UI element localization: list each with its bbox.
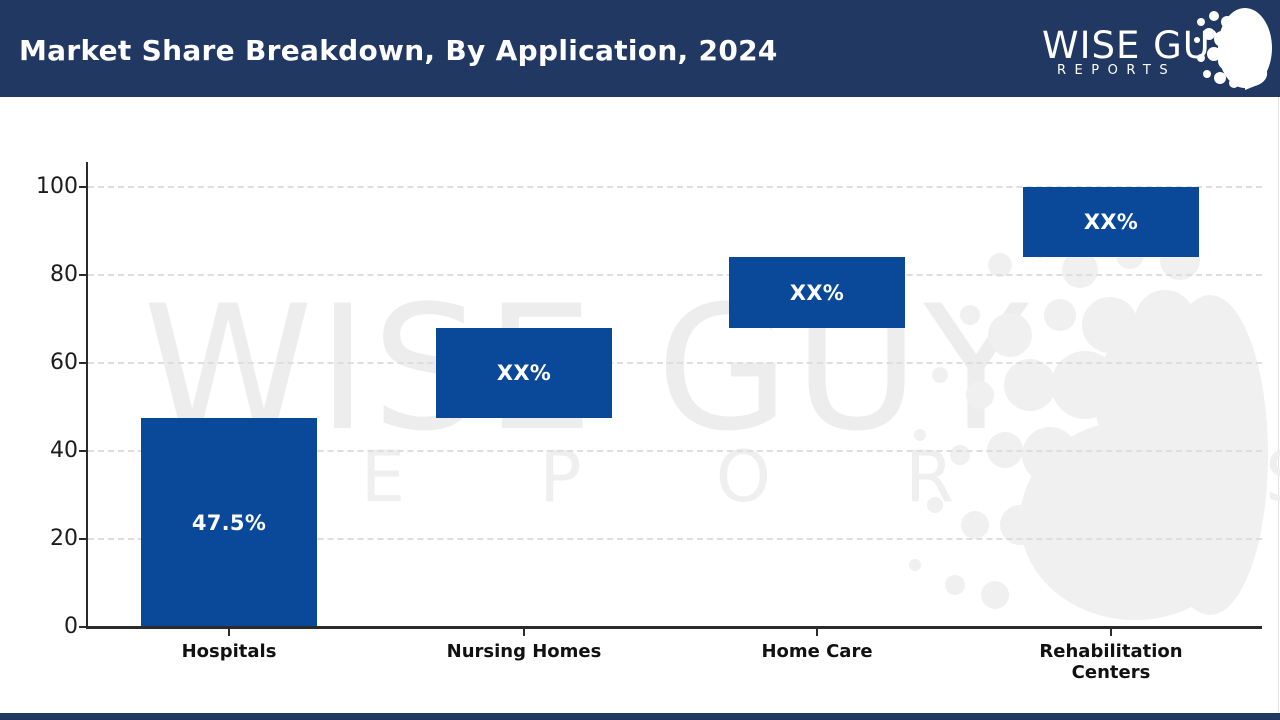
y-tick-mark bbox=[79, 538, 87, 540]
bar-value-label: XX% bbox=[1083, 210, 1139, 235]
y-tick-mark bbox=[79, 186, 87, 188]
y-tick-label: 0 bbox=[64, 614, 78, 639]
y-axis-line bbox=[86, 162, 88, 627]
x-tick-mark bbox=[523, 629, 525, 636]
bar-hospitals: 47.5% bbox=[141, 418, 317, 627]
x-category-label-nursing-homes: Nursing Homes bbox=[446, 641, 602, 662]
logo-subtext: REPORTS bbox=[1057, 63, 1177, 78]
y-tick-mark bbox=[79, 626, 87, 628]
logo-head-icon bbox=[1194, 8, 1272, 90]
bar-value-label: XX% bbox=[496, 360, 552, 385]
bar-value-label: 47.5% bbox=[191, 510, 267, 535]
gridline-60 bbox=[88, 362, 1262, 364]
y-tick-label: 100 bbox=[36, 174, 78, 199]
y-tick-label: 60 bbox=[50, 350, 78, 375]
bar-value-label: XX% bbox=[789, 280, 845, 305]
y-tick-mark bbox=[79, 362, 87, 364]
x-category-label-home-care: Home Care bbox=[761, 641, 873, 662]
header-bar: Market Share Breakdown, By Application, … bbox=[0, 0, 1280, 97]
bar-home-care: XX% bbox=[729, 257, 905, 328]
y-tick-label: 80 bbox=[50, 262, 78, 287]
gridline-80 bbox=[88, 274, 1262, 276]
bar-nursing-homes: XX% bbox=[436, 327, 612, 418]
x-tick-mark bbox=[228, 629, 230, 636]
x-category-label-rehabilitation-centers: Rehabilitation Centers bbox=[1039, 641, 1183, 683]
x-tick-mark bbox=[816, 629, 818, 636]
gridline-40 bbox=[88, 450, 1262, 452]
footer-bar bbox=[0, 713, 1280, 720]
y-tick-label: 20 bbox=[50, 526, 78, 551]
y-tick-mark bbox=[79, 450, 87, 452]
y-tick-mark bbox=[79, 274, 87, 276]
x-axis-line bbox=[86, 626, 1262, 629]
x-category-label-hospitals: Hospitals bbox=[181, 641, 277, 662]
chart-area: WISE GUY R E P O R T S 0 20 40 60 80 100 47.5%… bbox=[0, 97, 1280, 713]
y-tick-label: 40 bbox=[50, 438, 78, 463]
bar-rehabilitation-centers: XX% bbox=[1023, 187, 1199, 258]
gridline-20 bbox=[88, 538, 1262, 540]
x-tick-mark bbox=[1110, 629, 1112, 636]
page-title: Market Share Breakdown, By Application, … bbox=[19, 34, 778, 67]
gridline-100 bbox=[88, 186, 1262, 188]
